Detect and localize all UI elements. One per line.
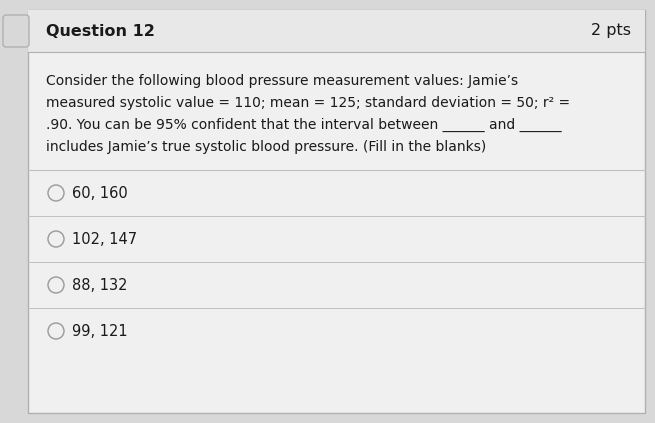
Text: 102, 147: 102, 147	[72, 231, 137, 247]
Text: measured systolic value = 110; mean = 125; standard deviation = 50; r² =: measured systolic value = 110; mean = 12…	[46, 96, 570, 110]
Text: 60, 160: 60, 160	[72, 186, 128, 201]
Text: 88, 132: 88, 132	[72, 277, 128, 292]
Text: 2 pts: 2 pts	[591, 24, 631, 38]
Text: 99, 121: 99, 121	[72, 324, 128, 338]
Text: Consider the following blood pressure measurement values: Jamie’s: Consider the following blood pressure me…	[46, 74, 518, 88]
Text: includes Jamie’s true systolic blood pressure. (Fill in the blanks): includes Jamie’s true systolic blood pre…	[46, 140, 486, 154]
Text: .90. You can be 95% confident that the interval between ______ and ______: .90. You can be 95% confident that the i…	[46, 118, 561, 132]
Bar	[28, 10, 645, 52]
FancyBboxPatch shape	[3, 15, 29, 47]
Text: Question 12: Question 12	[46, 24, 155, 38]
